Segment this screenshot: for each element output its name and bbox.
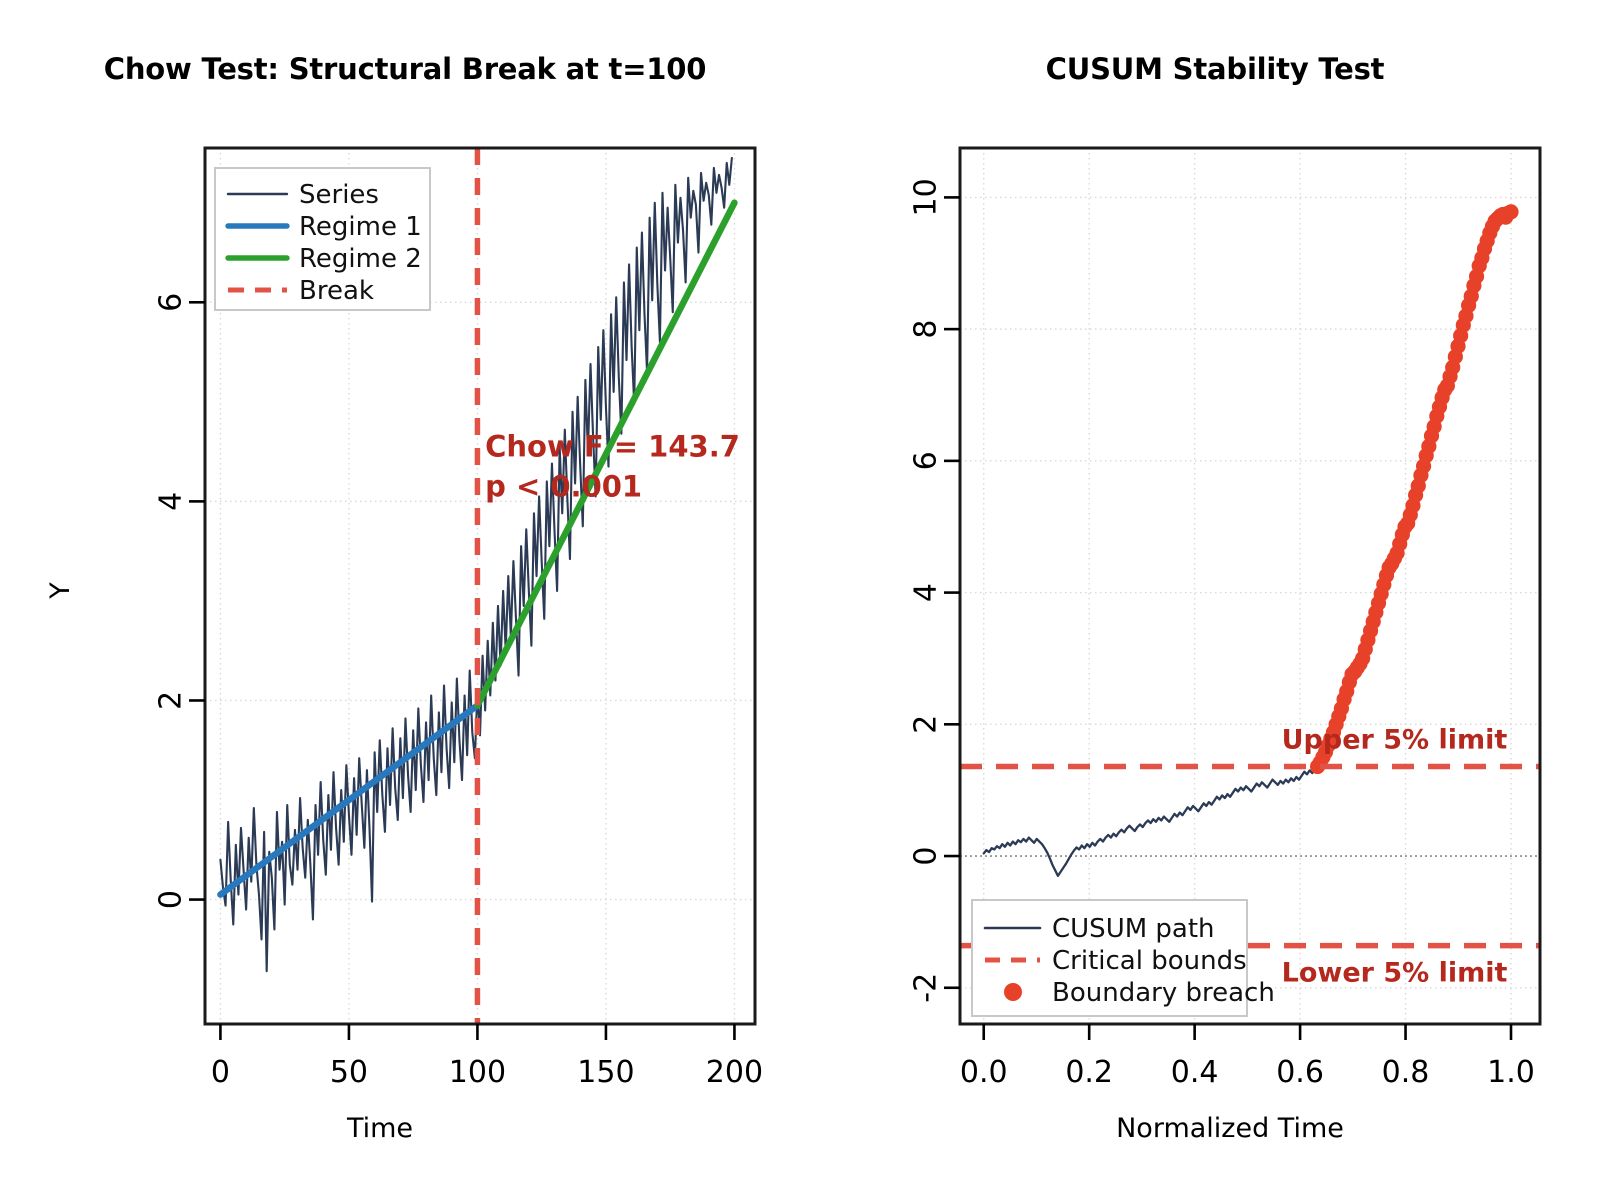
cusum-legend-label: CUSUM path [1052,914,1215,944]
cusum-ytick-label: 8 [909,320,944,339]
cusum-legend-label: Critical bounds [1052,946,1247,976]
cusum-breach-point [1503,204,1519,220]
cusum-panel: CUSUM Stability Test Normalized Time CUS… [800,0,1600,1200]
chow-ytick-label: 4 [154,492,189,511]
cusum-plot-frame [958,146,1542,1026]
cusum-legend-label: Boundary breach [1052,978,1275,1008]
cusum-xtick-label: 0.4 [1171,1055,1219,1090]
cusum-legend-swatch-dot [1004,983,1022,1001]
chow-regime1-fit-line [217,702,481,898]
chow-plot-area: 0 50 100 150 200 0 2 4 6 Chow F = 143.7 p < 0.001 S… [154,146,763,1090]
cusum-xtick-label: 0.0 [960,1055,1008,1090]
cusum-xtick-label: 1.0 [1487,1055,1535,1090]
cusum-lower-limit-label: Lower 5% limit [1282,958,1508,989]
chow-ytick-label: 6 [154,293,189,312]
chow-annotation-line1: Chow F = 143.7 [485,430,740,464]
cusum-ytick-label: -2 [909,973,944,1003]
chow-xtick-label: 50 [330,1055,368,1090]
cusum-upper-limit-label: Upper 5% limit [1282,724,1508,755]
cusum-xtick-label: 0.8 [1382,1055,1430,1090]
chow-x-axis-title: Time [346,1113,414,1144]
chow-annotation-line2: p < 0.001 [485,470,642,504]
cusum-plot-area: 0.0 0.2 0.4 0.6 0.8 1.0 -2 0 2 4 6 8 10 Upper 5% limi… [909,146,1542,1090]
cusum-panel-title: CUSUM Stability Test [1045,52,1385,86]
chow-test-panel: Chow Test: Structural Break at t=100 Tim… [45,52,763,1144]
cusum-ytick-label: 4 [909,583,944,602]
chow-xtick-label: 200 [706,1055,763,1090]
chow-legend-box [214,167,431,311]
cusum-xtick-label: 0.2 [1065,1055,1113,1090]
chow-panel-title: Chow Test: Structural Break at t=100 [103,52,707,86]
cusum-breach-markers [1309,204,1519,775]
cusum-ytick-label: 0 [909,846,944,865]
chow-legend-label: Regime 2 [299,244,422,274]
chow-legend-label: Series [299,180,379,210]
chow-ytick-label: 0 [154,890,189,909]
chow-ytick-label: 2 [154,691,189,710]
chow-regime2-fit-line [474,199,738,709]
cusum-ytick-label: 6 [909,451,944,470]
chow-plot-frame [203,146,757,1026]
cusum-ytick-label: 2 [909,715,944,734]
cusum-plot-background [960,148,1540,1024]
chow-legend-label: Regime 1 [299,212,422,242]
chow-legend-label: Break [299,276,374,306]
chow-xtick-label: 150 [577,1055,634,1090]
cusum-ytick-label: 10 [909,178,944,216]
chow-xtick-label: 0 [211,1055,230,1090]
chow-xtick-label: 100 [449,1055,506,1090]
cusum-xtick-label: 0.6 [1276,1055,1324,1090]
cusum-x-axis-title: Normalized Time [1116,1113,1344,1144]
